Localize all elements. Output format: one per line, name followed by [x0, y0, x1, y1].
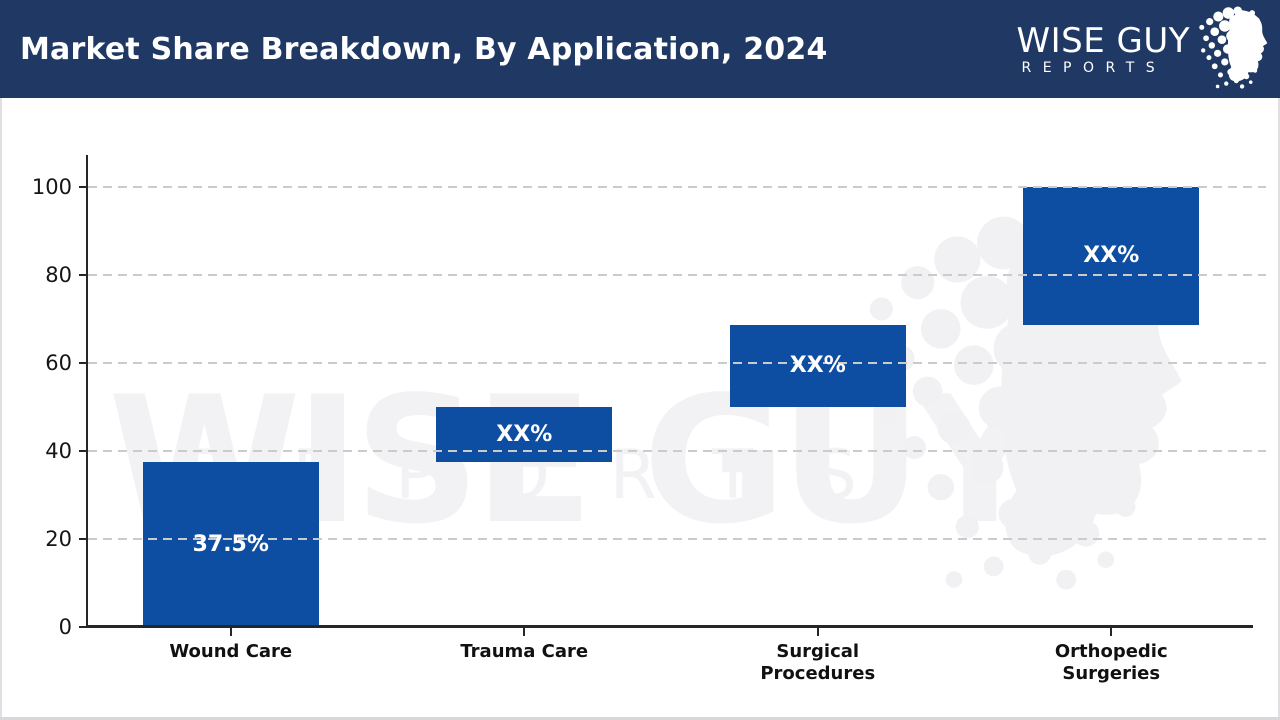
header-bar: Market Share Breakdown, By Application, … [0, 0, 1280, 98]
x-tick-mark-orthopedic-surgeries [1110, 628, 1113, 636]
logo-text: WISE GUY REPORTS [1016, 23, 1190, 76]
y-tick-label-100: 100 [31, 175, 72, 199]
gridline-60 [88, 362, 1266, 364]
y-tick-mark-80 [79, 274, 87, 276]
bar-surgical-procedures [729, 324, 906, 407]
x-axis-label-trauma-care: Trauma Care [460, 641, 589, 662]
bar-wound-care [142, 462, 319, 627]
gridline-20 [88, 538, 1266, 540]
x-tick-mark-surgical-procedures [816, 628, 819, 636]
bar-value-label-wound-care: 37.5% [192, 532, 269, 557]
y-tick-label-60: 60 [45, 351, 72, 375]
canvas-border-bottom [0, 717, 1280, 720]
canvas-border-right [1278, 98, 1280, 720]
x-axis-label-wound-care: Wound Care [169, 641, 293, 662]
bar-orthopedic-surgeries [1023, 187, 1200, 325]
y-tick-mark-100 [79, 186, 87, 188]
y-tick-label-40: 40 [45, 439, 72, 463]
logo-subtitle: REPORTS [1021, 59, 1167, 76]
x-axis-label-orthopedic-surgeries: Orthopedic Surgeries [1054, 641, 1168, 684]
x-axis [86, 625, 1253, 628]
logo-wordmark: WISE GUY [1016, 20, 1190, 61]
y-tick-mark-40 [79, 450, 87, 452]
canvas-border-left [0, 98, 2, 720]
y-tick-label-0: 0 [58, 615, 72, 639]
bar-value-label-orthopedic-surgeries: XX% [1083, 243, 1140, 269]
x-tick-mark-wound-care [229, 628, 232, 636]
x-axis-label-surgical-procedures: Surgical Procedures [760, 641, 876, 684]
y-tick-mark-20 [79, 538, 87, 540]
dotted-face-icon [1199, 6, 1268, 89]
y-tick-mark-0 [79, 626, 87, 628]
gridline-40 [88, 450, 1266, 452]
plot-area: WISE GUY REPORTS 0 20 40 60 80 100 37.5% Wound … [0, 98, 1280, 720]
y-tick-mark-60 [79, 362, 87, 364]
bar-trauma-care [436, 407, 613, 462]
gridline-80 [88, 274, 1266, 276]
y-tick-label-20: 20 [45, 527, 72, 551]
y-axis [86, 155, 88, 628]
chart-title: Market Share Breakdown, By Application, … [20, 31, 828, 67]
y-tick-label-80: 80 [45, 263, 72, 287]
bar-value-label-trauma-care: XX% [496, 422, 553, 447]
x-tick-mark-trauma-care [523, 628, 526, 636]
gridline-100 [88, 186, 1266, 188]
bar-value-label-surgical-procedures: XX% [789, 353, 846, 379]
wiseguy-logo: WISE GUY REPORTS [1016, 5, 1270, 93]
